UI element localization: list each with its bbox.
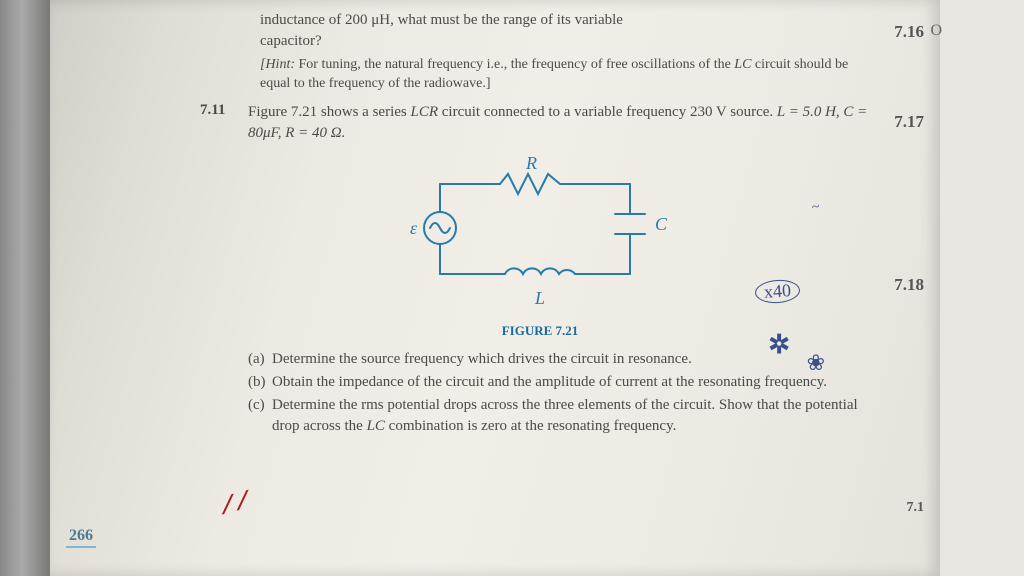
prev-question-tail: inductance of 200 μH, what must be the r… — [260, 10, 880, 52]
page-number: 266 — [66, 526, 96, 548]
prev-line1: inductance of 200 μH, what must be the r… — [260, 12, 623, 28]
book-binding — [0, 0, 55, 576]
hint-lc: LC — [734, 57, 751, 72]
sub-a-label: (a) — [248, 349, 272, 370]
right-margin-numbers: 7.16 O 7.17 7.18 7.1 — [854, 0, 934, 576]
hint-text-1: For tuning, the natural frequency i.e., … — [295, 57, 734, 72]
label-R: R — [525, 154, 537, 173]
label-eps: ε — [410, 218, 418, 238]
red-check-mark: ⟋⟋ — [217, 486, 253, 519]
circuit-diagram: R C L ε — [390, 154, 690, 314]
sub-question-c: (c)Determine the rms potential drops acr… — [248, 395, 880, 437]
question-text: Figure 7.21 shows a series LCR circuit c… — [248, 102, 880, 144]
hint-block: [Hint: For tuning, the natural frequency… — [260, 56, 880, 94]
q-text-2: circuit connected to a variable frequenc… — [438, 104, 777, 120]
question-number: 7.11 — [200, 102, 248, 144]
sub-c-lc: LC — [367, 418, 385, 434]
handwriting-blob-1: ✲ — [768, 330, 790, 360]
right-num-1: 7.16 — [894, 22, 924, 42]
hint-label: [Hint: — [260, 57, 295, 72]
right-num-1-suffix: O — [930, 22, 942, 40]
handwriting-blob-2: ❀ — [807, 350, 825, 376]
sub-b-label: (b) — [248, 372, 272, 393]
question-7-11: 7.11 Figure 7.21 shows a series LCR circ… — [200, 102, 880, 144]
sub-c-label: (c) — [248, 395, 272, 416]
page-content: inductance of 200 μH, what must be the r… — [50, 0, 940, 576]
q-lcr: LCR — [410, 104, 438, 120]
sub-b-text: Obtain the impedance of the circuit and … — [272, 374, 827, 390]
sub-a-text: Determine the source frequency which dri… — [272, 351, 692, 367]
label-C: C — [655, 214, 668, 234]
sub-question-b: (b)Obtain the impedance of the circuit a… — [248, 372, 880, 393]
q-text-1: Figure 7.21 shows a series — [248, 104, 410, 120]
prev-line2: capacitor? — [260, 33, 322, 49]
right-num-3: 7.18 — [894, 275, 924, 295]
right-num-4: 7.1 — [907, 500, 925, 516]
right-num-2: 7.17 — [894, 112, 924, 132]
label-L: L — [534, 288, 545, 308]
sub-c-text2: combination is zero at the resonating fr… — [385, 418, 676, 434]
